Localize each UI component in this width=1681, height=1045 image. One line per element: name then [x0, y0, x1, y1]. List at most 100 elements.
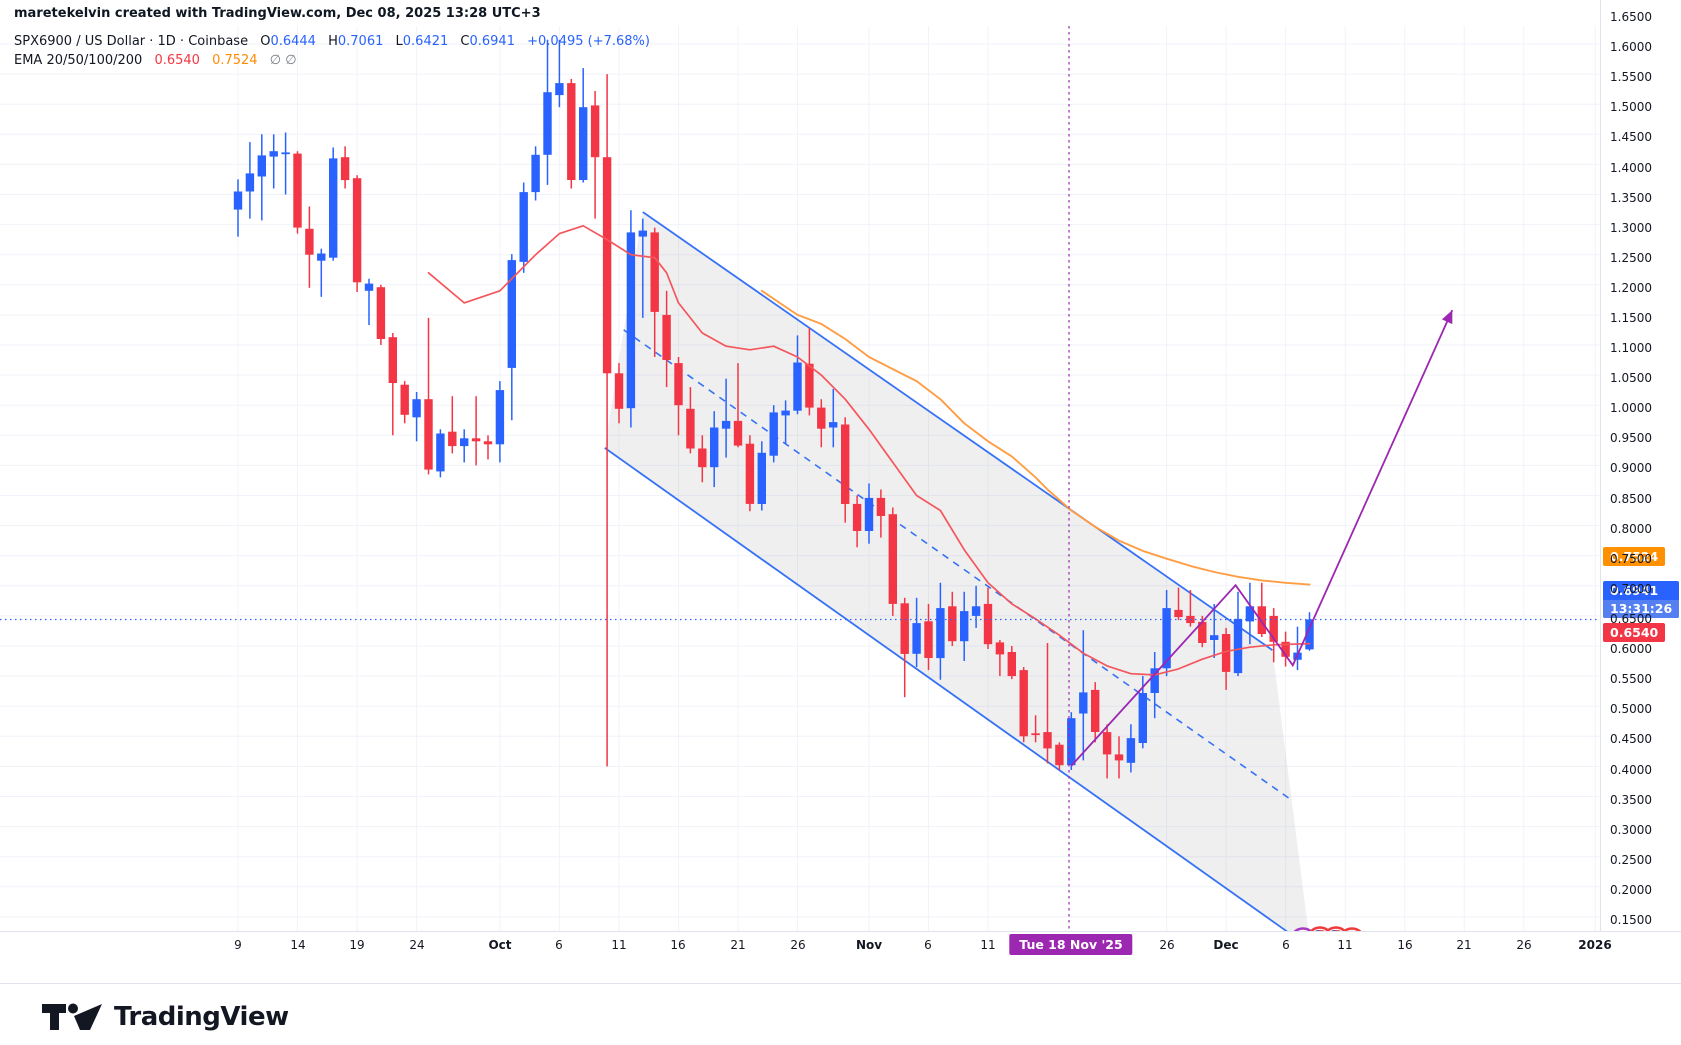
- candle: [281, 132, 290, 195]
- candlestick-series: [233, 39, 1314, 779]
- candle: [817, 399, 826, 448]
- legend-symbol-row[interactable]: SPX6900 / US Dollar · 1D · Coinbase O0.6…: [14, 33, 650, 51]
- candle: [245, 142, 255, 219]
- ohlc-low-value: 0.6421: [402, 34, 449, 49]
- time-axis[interactable]: Tue 18 Nov '25 9 14 19 24 Oct 6 11 16 21 26 Nov 6 11…: [0, 931, 1681, 958]
- chart-pane[interactable]: SPX6900 / US Dollar · 1D · Coinbase O0.6…: [0, 26, 1681, 983]
- candle: [1079, 630, 1088, 761]
- price-tick-label: 0.5000: [1610, 702, 1652, 716]
- candle: [1233, 591, 1243, 677]
- candle: [662, 290, 671, 388]
- candle: [829, 388, 838, 448]
- ohlc-high-value: 0.7061: [337, 34, 384, 49]
- time-tick-label: 6: [924, 938, 932, 952]
- candle: [1210, 603, 1219, 658]
- price-tick-label: 0.7500: [1610, 552, 1652, 566]
- candle: [507, 254, 516, 421]
- ema20-value: 0.6540: [154, 53, 200, 68]
- candle: [1114, 736, 1124, 779]
- tradingview-logo-text: TradingView: [114, 1002, 289, 1032]
- candle: [1126, 724, 1136, 773]
- price-tick-label: 1.4000: [1610, 161, 1652, 175]
- time-tick-label: 11: [611, 938, 627, 952]
- candle: [1174, 587, 1183, 621]
- ohlc-open-value: 0.6444: [270, 34, 316, 49]
- price-tick-label: 0.8500: [1610, 492, 1652, 506]
- candle: [971, 585, 981, 628]
- time-tick-label: 24: [409, 938, 425, 952]
- ema-label[interactable]: EMA 20/50/100/200: [14, 53, 143, 68]
- price-tick-label: 1.6000: [1610, 40, 1652, 54]
- ema-empty-values: ∅ ∅: [269, 53, 297, 68]
- price-badge-ema20: 0.6540: [1603, 623, 1666, 642]
- price-tick-label: 1.3500: [1610, 191, 1652, 205]
- candle: [638, 218, 647, 318]
- candle: [1305, 612, 1314, 651]
- candle: [781, 400, 790, 444]
- time-tick-label: 9: [234, 938, 242, 952]
- candle: [1031, 715, 1040, 743]
- candle: [483, 435, 493, 460]
- price-tick-label: 1.5000: [1610, 100, 1652, 114]
- change-value: +0.0495 (+7.68%): [527, 34, 650, 49]
- candle: [436, 429, 445, 478]
- candle: [924, 603, 933, 671]
- time-tick-label: 11: [980, 938, 996, 952]
- candle: [376, 284, 386, 345]
- time-tick-label: 2026: [1578, 938, 1612, 952]
- legend-ema-row[interactable]: EMA 20/50/100/200 0.6540 0.7524 ∅ ∅: [14, 52, 650, 70]
- price-tick-label: 1.0500: [1610, 371, 1652, 385]
- price-tick-label: 1.3000: [1610, 221, 1652, 235]
- time-tick-label: 16: [1397, 938, 1413, 952]
- attribution-text: maretekelvin created with TradingView.co…: [14, 6, 541, 21]
- candle: [269, 134, 278, 189]
- candle: [424, 317, 433, 475]
- price-tick-label: 1.1000: [1610, 341, 1652, 355]
- chart-canvas[interactable]: [0, 26, 1681, 983]
- time-tick-label: 21: [1456, 938, 1472, 952]
- price-tick-label: 1.4500: [1610, 130, 1652, 144]
- tradingview-logo[interactable]: TradingView: [40, 999, 289, 1035]
- candle: [555, 39, 564, 108]
- ohlc-close-value: 0.6941: [469, 34, 515, 49]
- candle: [329, 147, 338, 261]
- price-tick-label: 0.6500: [1610, 612, 1652, 626]
- candle: [519, 182, 528, 273]
- candle: [317, 248, 326, 297]
- candle: [888, 507, 897, 616]
- symbol-title[interactable]: SPX6900 / US Dollar · 1D · Coinbase: [14, 34, 249, 49]
- candle: [590, 91, 600, 219]
- candle: [686, 387, 695, 454]
- candle: [388, 333, 397, 436]
- parallel-channel-drawing[interactable]: [604, 211, 1312, 949]
- price-tick-label: 1.1500: [1610, 311, 1652, 325]
- candle: [912, 597, 921, 668]
- price-axis[interactable]: 0.7524 0.6941 13:31:26 0.6540 1.6500 1.60…: [1600, 0, 1681, 931]
- candle: [364, 278, 374, 326]
- candle: [1067, 712, 1076, 770]
- price-tick-label: 0.6000: [1610, 642, 1652, 656]
- footer-bar: TradingView: [0, 983, 1681, 1045]
- crosshair-date-badge: Tue 18 Nov '25: [1009, 934, 1133, 955]
- time-tick-label: 14: [290, 938, 306, 952]
- chart-legend: SPX6900 / US Dollar · 1D · Coinbase O0.6…: [14, 33, 650, 71]
- ema50-value: 0.7524: [212, 53, 258, 68]
- trend-arrow-drawing[interactable]: [1070, 309, 1454, 767]
- price-badge-ema50: 0.7524: [1603, 547, 1666, 566]
- ema50-line[interactable]: [760, 289, 1311, 586]
- candle: [1281, 631, 1290, 667]
- price-tick-label: 0.2500: [1610, 853, 1652, 867]
- candle: [1102, 724, 1112, 779]
- candle: [448, 396, 457, 454]
- candle: [1007, 646, 1016, 680]
- candle: [293, 151, 302, 234]
- candle: [400, 381, 409, 424]
- candle: [471, 396, 481, 466]
- price-tick-label: 0.8000: [1610, 522, 1652, 536]
- candle: [864, 483, 874, 544]
- candle: [733, 363, 743, 448]
- time-tick-label: 26: [790, 938, 806, 952]
- candle: [352, 175, 362, 292]
- price-tick-label: 0.7000: [1610, 582, 1652, 596]
